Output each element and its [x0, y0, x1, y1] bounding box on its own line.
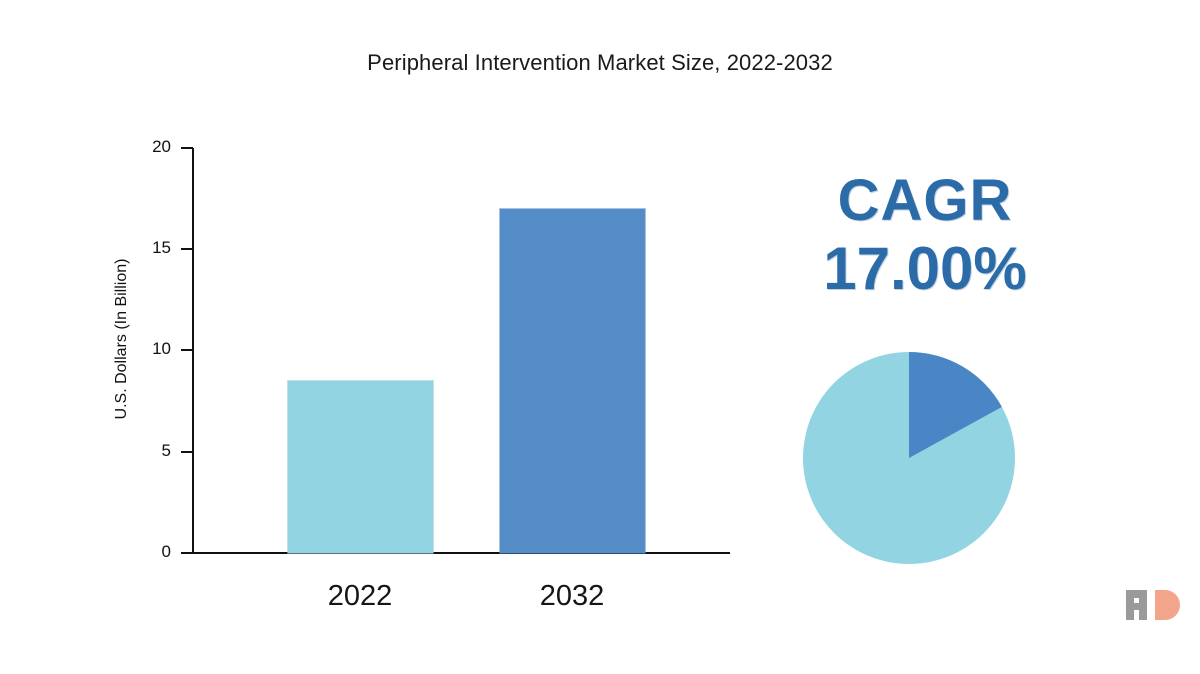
page-title: Peripheral Intervention Market Size, 202… [367, 50, 833, 75]
y-tick-label: 15 [152, 238, 171, 257]
bar-2022[interactable] [288, 380, 433, 553]
logo-r-shape [1126, 590, 1147, 620]
y-tick-mark [181, 147, 193, 149]
cagr-value: 17.00% [823, 235, 1027, 302]
y-tick-mark [181, 248, 193, 250]
bar-2032[interactable] [500, 208, 645, 553]
y-tick-label: 0 [161, 542, 171, 561]
y-tick-mark [181, 349, 193, 351]
x-axis-label-2032: 2032 [539, 580, 605, 612]
y-axis-line [192, 148, 194, 554]
y-axis-title: U.S. Dollars (In Billion) [113, 258, 130, 420]
x-axis-line [192, 552, 730, 554]
logo-d-shape [1155, 590, 1180, 620]
y-tick-mark [181, 451, 193, 453]
bar-chart-plot-area: U.S. Dollars (In Billion) 20 15 10 5 0 2… [113, 137, 730, 612]
pie-slice-highlight[interactable] [909, 352, 1002, 458]
y-tick-mark [181, 552, 193, 554]
y-tick-label: 20 [152, 137, 171, 156]
pie-chart-svg [803, 352, 1015, 564]
y-tick-label: 5 [161, 441, 171, 460]
logo-icon [1126, 590, 1180, 620]
pie-chart [803, 352, 1015, 564]
y-tick-label: 10 [152, 339, 171, 358]
reports-and-data-logo [1122, 588, 1184, 622]
cagr-label: CAGR [837, 168, 1013, 233]
cagr-callout: CAGR 17.00% [790, 170, 1060, 302]
x-axis-label-2022: 2022 [327, 580, 393, 612]
